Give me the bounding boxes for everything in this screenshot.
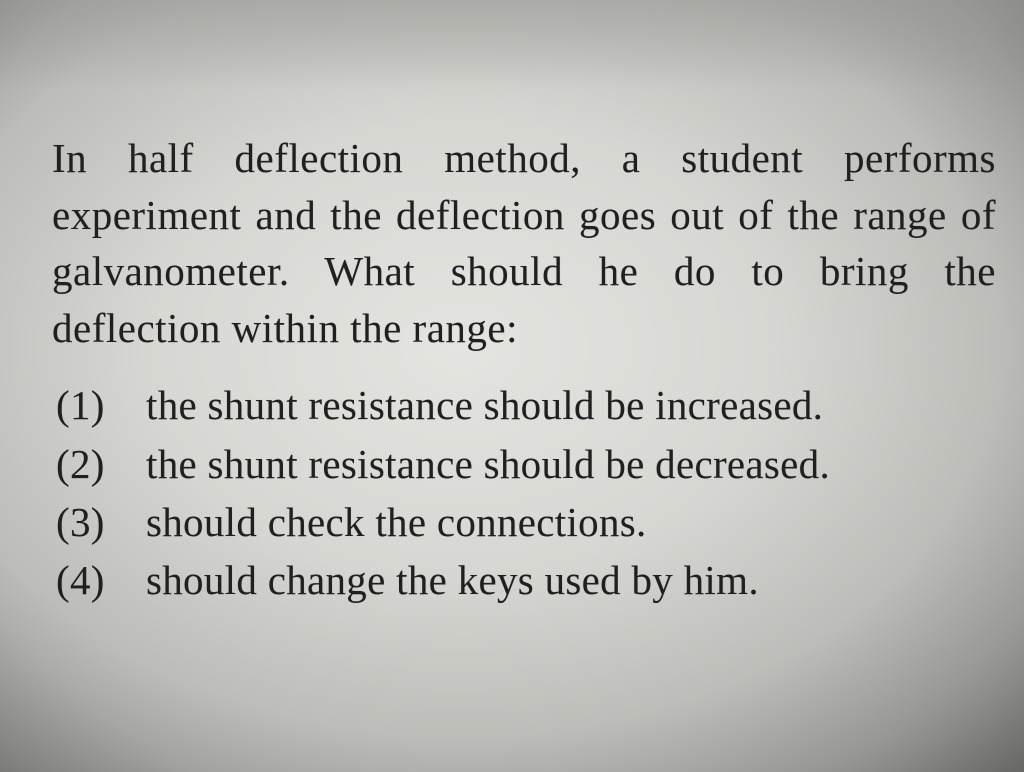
option-number: (2) (52, 435, 146, 493)
question-stem: In half deflection method, a student per… (52, 130, 996, 356)
option-text: should check the connections. (146, 493, 996, 551)
option-text: the shunt resistance should be increased… (146, 376, 996, 434)
option-number: (1) (52, 376, 146, 434)
option-row: (4) should change the keys used by him. (52, 551, 996, 609)
option-row: (2) the shunt resistance should be decre… (52, 435, 996, 493)
option-row: (3) should check the connections. (52, 493, 996, 551)
question-page: In half deflection method, a student per… (0, 0, 1024, 772)
option-row: (1) the shunt resistance should be incre… (52, 376, 996, 434)
option-text: the shunt resistance should be decreased… (146, 435, 996, 493)
options-list: (1) the shunt resistance should be incre… (52, 376, 996, 609)
option-number: (3) (52, 493, 146, 551)
option-number: (4) (52, 551, 146, 609)
option-text: should change the keys used by him. (146, 551, 996, 609)
